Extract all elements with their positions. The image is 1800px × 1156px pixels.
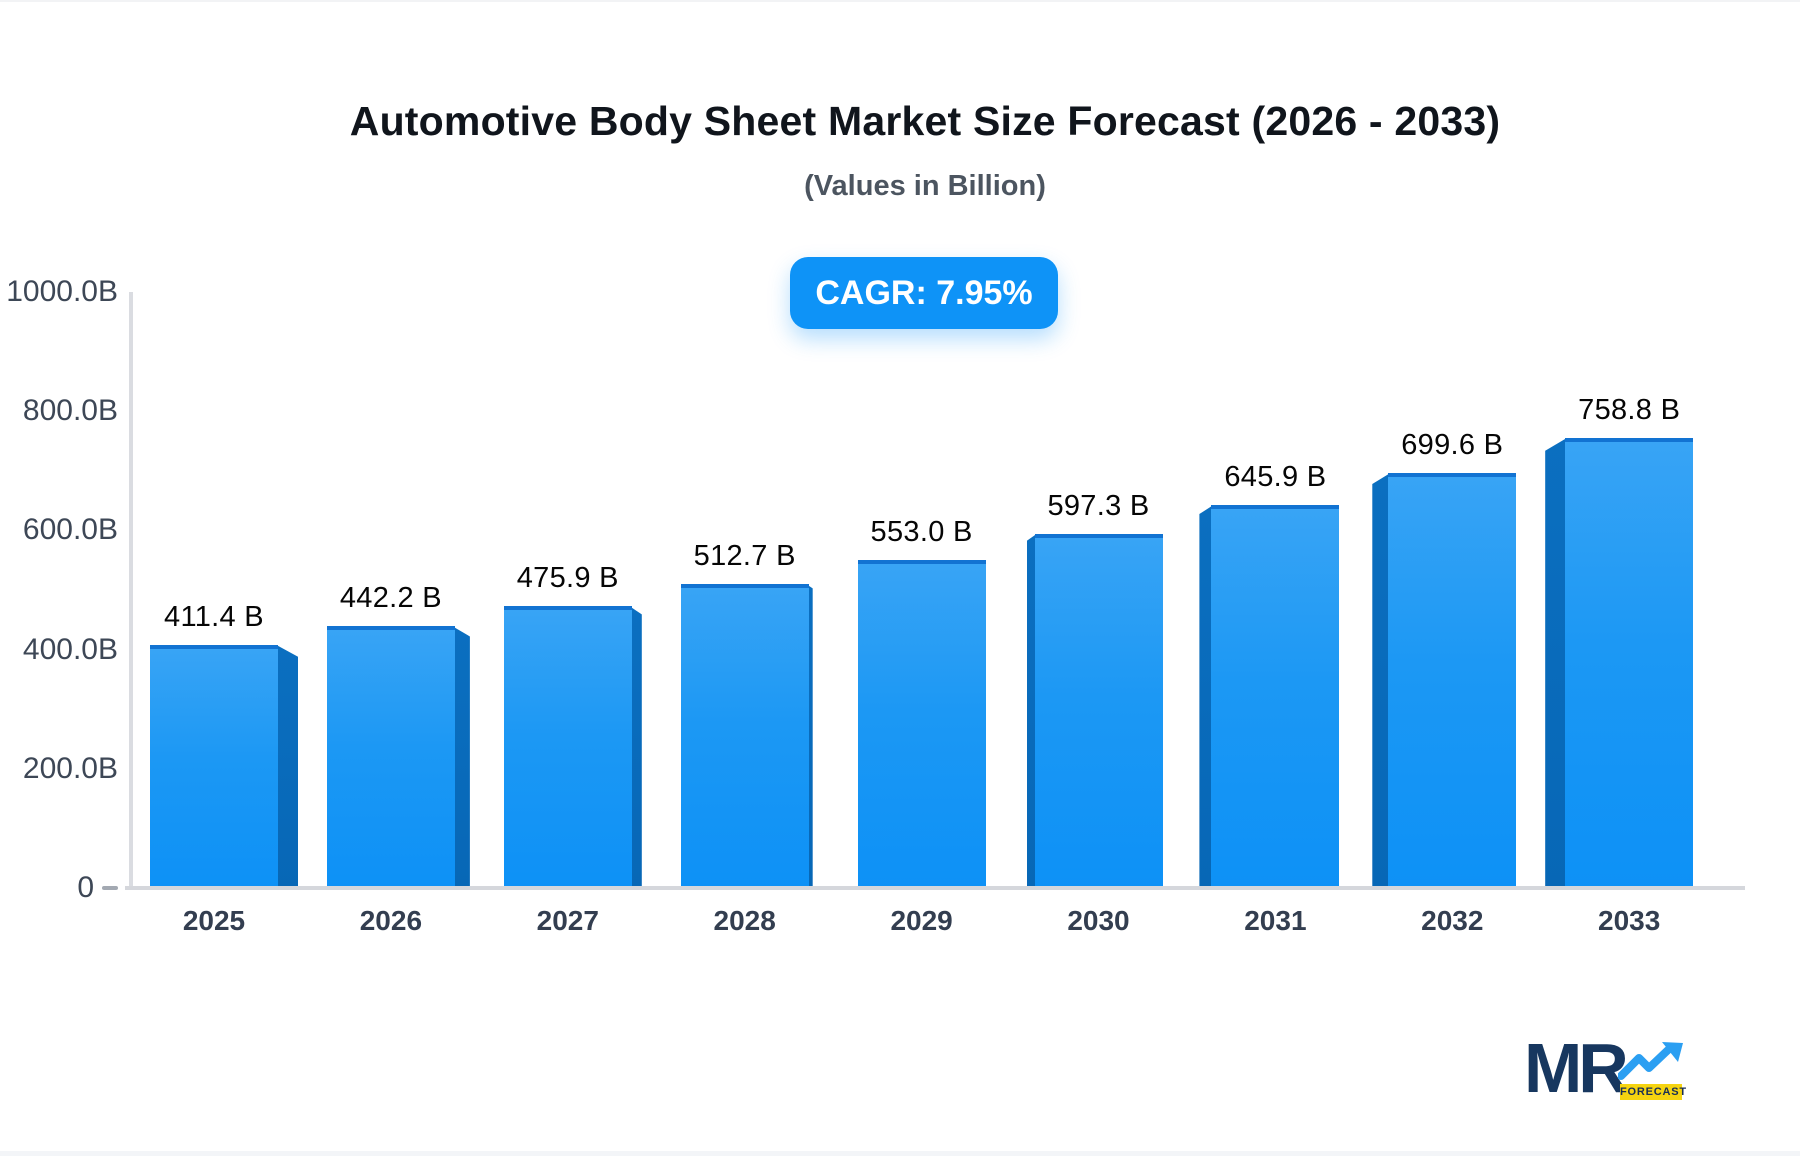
y-axis-line bbox=[129, 292, 133, 890]
bar-2033 bbox=[1565, 437, 1694, 890]
bar-side-2031 bbox=[1199, 505, 1214, 890]
trend-up-arrow-icon bbox=[1618, 1042, 1683, 1080]
brand-logo: MR FORECAST bbox=[1524, 1029, 1694, 1107]
logo-text: MR bbox=[1524, 1029, 1629, 1107]
x-category-2031: 2031 bbox=[1244, 905, 1307, 936]
bar-2031 bbox=[1211, 505, 1340, 890]
bar-value-label-2033: 758.8 B bbox=[1578, 393, 1681, 426]
bar-2030 bbox=[1034, 534, 1163, 890]
bar-value-label-2026: 442.2 B bbox=[339, 582, 442, 615]
cagr-badge: CAGR: 7.95% bbox=[790, 257, 1058, 329]
bar-value-label-2029: 553.0 B bbox=[870, 516, 973, 549]
x-category-2027: 2027 bbox=[536, 905, 599, 936]
bar-side-2033 bbox=[1545, 437, 1568, 890]
bar-2028 bbox=[680, 584, 809, 890]
x-category-2025: 2025 bbox=[182, 905, 246, 936]
y-tick-400.0B: 400.0B bbox=[22, 632, 118, 666]
y-tick-200.0B: 200.0B bbox=[22, 751, 118, 785]
y-tick-600.0B: 600.0B bbox=[22, 513, 118, 547]
bar-side-2032 bbox=[1372, 473, 1391, 890]
bar-side-2030 bbox=[1026, 534, 1037, 890]
bar-2027 bbox=[503, 606, 632, 890]
bar-value-label-2031: 645.9 B bbox=[1224, 461, 1327, 494]
bar-value-label-2025: 411.4 B bbox=[164, 600, 264, 633]
y-tick-1000.0B: 1000.0B bbox=[6, 275, 118, 308]
bar-2026 bbox=[326, 626, 455, 890]
bar-value-label-2032: 699.6 B bbox=[1401, 429, 1504, 462]
logo-sub-text: FORECAST bbox=[1620, 1084, 1687, 1100]
y-tick-0: 0 bbox=[0, 871, 118, 905]
bar-value-label-2028: 512.7 B bbox=[693, 540, 796, 573]
x-category-2033: 2033 bbox=[1598, 905, 1661, 936]
chart-subtitle: (Values in Billion) bbox=[804, 170, 1046, 202]
x-category-2029: 2029 bbox=[890, 905, 953, 936]
bar-2032 bbox=[1388, 473, 1517, 890]
bar-side-2028 bbox=[806, 584, 813, 890]
bar-value-label-2030: 597.3 B bbox=[1047, 490, 1150, 522]
bar-2029 bbox=[857, 560, 986, 890]
x-category-2032: 2032 bbox=[1421, 905, 1484, 936]
y-tick-800.0B: 800.0B bbox=[22, 394, 118, 428]
bar-2025 bbox=[150, 644, 278, 890]
x-category-2026: 2026 bbox=[359, 905, 423, 936]
bar-value-label-2027: 475.9 B bbox=[516, 562, 619, 595]
bar-side-2025 bbox=[276, 644, 298, 890]
x-category-2030: 2030 bbox=[1067, 905, 1130, 936]
zero-tick-dash bbox=[102, 886, 118, 890]
x-axis-line bbox=[125, 886, 1745, 890]
bar-side-2026 bbox=[452, 626, 470, 890]
chart-title: Automotive Body Sheet Market Size Foreca… bbox=[349, 98, 1501, 144]
x-category-2028: 2028 bbox=[713, 905, 776, 936]
bar-side-2027 bbox=[629, 606, 642, 890]
